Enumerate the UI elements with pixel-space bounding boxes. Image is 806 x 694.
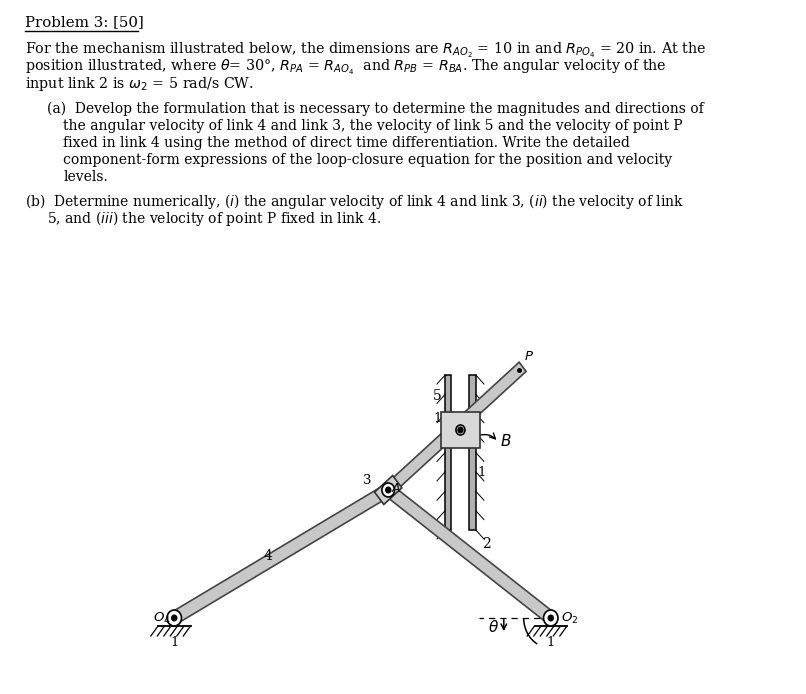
Text: levels.: levels.: [63, 170, 108, 184]
Text: input link 2 is $\omega_2$ = 5 rad/s CW.: input link 2 is $\omega_2$ = 5 rad/s CW.: [25, 75, 254, 93]
Text: For the mechanism illustrated below, the dimensions are $R_{AO_2}$ = 10 in and $: For the mechanism illustrated below, the…: [25, 41, 707, 60]
Text: fixed in link 4 using the method of direct time differentiation. Write the detai: fixed in link 4 using the method of dire…: [63, 136, 630, 150]
Text: Problem 3: [50]: Problem 3: [50]: [25, 15, 144, 29]
Polygon shape: [441, 412, 480, 448]
Circle shape: [543, 610, 558, 626]
Text: 1: 1: [170, 636, 178, 649]
Text: 1: 1: [433, 412, 442, 425]
Text: 1: 1: [546, 636, 555, 649]
Polygon shape: [172, 484, 391, 624]
Text: the angular velocity of link 4 and link 3, the velocity of link 5 and the veloci: the angular velocity of link 4 and link …: [63, 119, 683, 133]
Text: 1: 1: [478, 466, 486, 479]
Polygon shape: [378, 362, 526, 501]
Circle shape: [548, 615, 553, 621]
Text: 3: 3: [363, 474, 372, 487]
Polygon shape: [445, 375, 451, 530]
Circle shape: [458, 428, 463, 433]
Text: 5, and ($iii$) the velocity of point P fixed in link 4.: 5, and ($iii$) the velocity of point P f…: [47, 209, 381, 228]
Circle shape: [386, 487, 391, 493]
Polygon shape: [375, 475, 402, 505]
Text: position illustrated, where $\theta$= 30°, $R_{PA}$ = $R_{AO_4}$  and $R_{PB}$ =: position illustrated, where $\theta$= 30…: [25, 58, 667, 77]
Circle shape: [172, 615, 177, 621]
Polygon shape: [384, 484, 555, 623]
Text: 4: 4: [264, 549, 272, 563]
Polygon shape: [470, 375, 476, 530]
Text: (a)  Develop the formulation that is necessary to determine the magnitudes and d: (a) Develop the formulation that is nece…: [47, 101, 704, 116]
Circle shape: [456, 425, 465, 435]
Text: (b)  Determine numerically, ($i$) the angular velocity of link 4 and link 3, ($i: (b) Determine numerically, ($i$) the ang…: [25, 192, 684, 211]
Circle shape: [382, 483, 395, 497]
Circle shape: [167, 610, 181, 626]
Text: 2: 2: [482, 537, 491, 551]
Text: $P$: $P$: [524, 350, 534, 363]
Text: $A$: $A$: [391, 482, 401, 495]
Text: $O_4$: $O_4$: [152, 611, 170, 626]
Text: $\theta$: $\theta$: [488, 619, 499, 635]
Text: $O_2$: $O_2$: [561, 611, 578, 626]
Text: component-form expressions of the loop-closure equation for the position and vel: component-form expressions of the loop-c…: [63, 153, 672, 167]
Text: $B$: $B$: [501, 433, 512, 449]
Text: 5: 5: [433, 389, 441, 403]
